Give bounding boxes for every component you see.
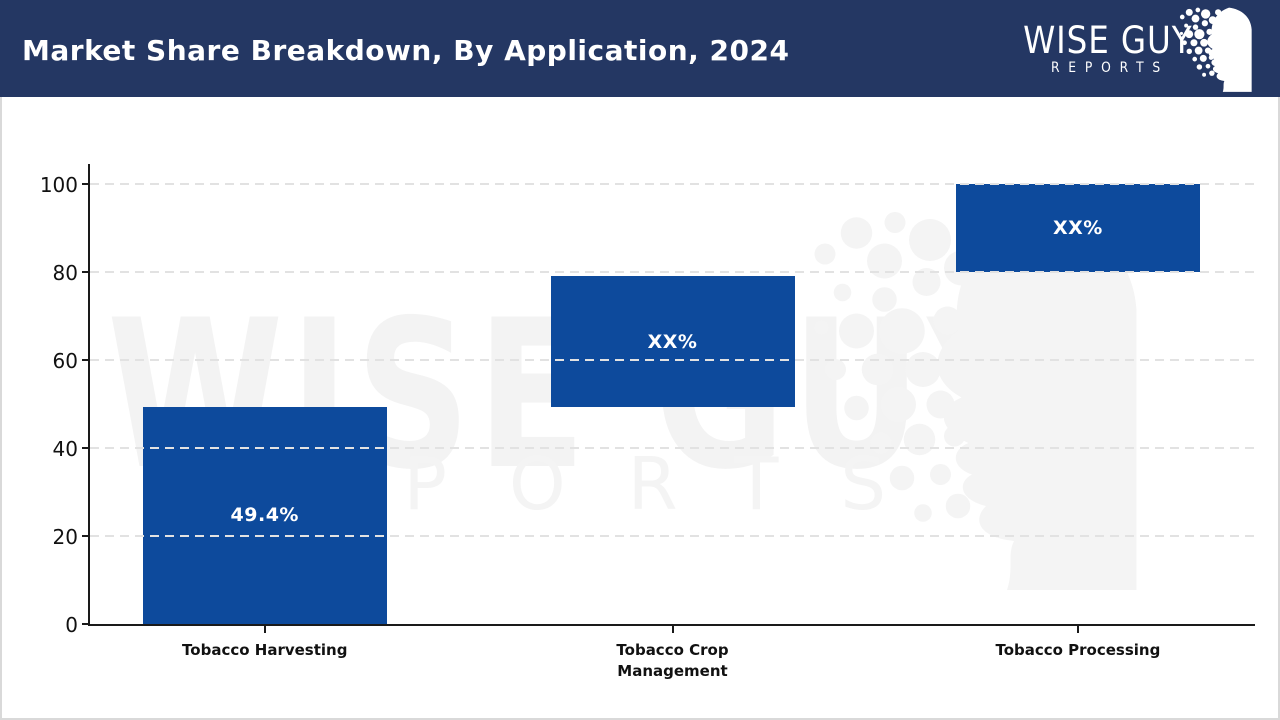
y-tick-mark [82,623,89,625]
wiseguy-logo-text: WISE GUY REPORTS [1022,19,1192,76]
wiseguy-face-icon [1179,7,1252,92]
gridline [90,447,1255,449]
category-label: Tobacco Harvesting [182,641,348,659]
y-tick-label: 0 [65,613,78,637]
gridline [90,271,1255,273]
y-tick-mark [82,271,89,273]
y-tick-mark [82,183,89,185]
bar-segment: XX% [955,184,1200,272]
bar-value-label: 49.4% [230,504,299,527]
bar-segment: XX% [550,276,795,407]
bar-value-label: XX% [647,330,698,353]
y-tick-label: 60 [52,349,78,373]
bar-segment: 49.4% [142,406,387,624]
x-tick-mark [263,626,266,633]
y-tick-label: 20 [52,525,78,549]
gridline [90,535,1255,537]
y-tick-mark [82,535,89,537]
logo-subtitle: REPORTS [1050,59,1169,76]
category-label: Tobacco Crop Management [616,641,729,680]
y-tick-label: 80 [52,261,78,285]
logo-wordmark: WISE GUY [1022,19,1192,63]
x-tick-mark [671,626,674,633]
bar-value-label: XX% [1052,217,1103,239]
y-tick-label: 40 [52,437,78,461]
y-axis-line [88,164,90,626]
gridline [90,183,1255,185]
gridline [90,359,1255,361]
x-tick-mark [1076,626,1079,633]
y-tick-label: 100 [39,173,78,197]
plot-area: 0 20 40 60 80 100 49.4% Tobacco Harvesting XX% To… [40,164,1255,680]
page-title: Market Share Breakdown, By Application, … [22,34,790,67]
x-axis-line [88,624,1255,626]
wiseguy-logo: WISE GUY REPORTS [1000,4,1254,94]
y-tick-mark [82,447,89,449]
header-bar: Market Share Breakdown, By Application, … [0,0,1280,97]
y-tick-mark [82,359,89,361]
category-label: Tobacco Processing [995,641,1161,659]
watermark-face-icon [814,212,1137,590]
